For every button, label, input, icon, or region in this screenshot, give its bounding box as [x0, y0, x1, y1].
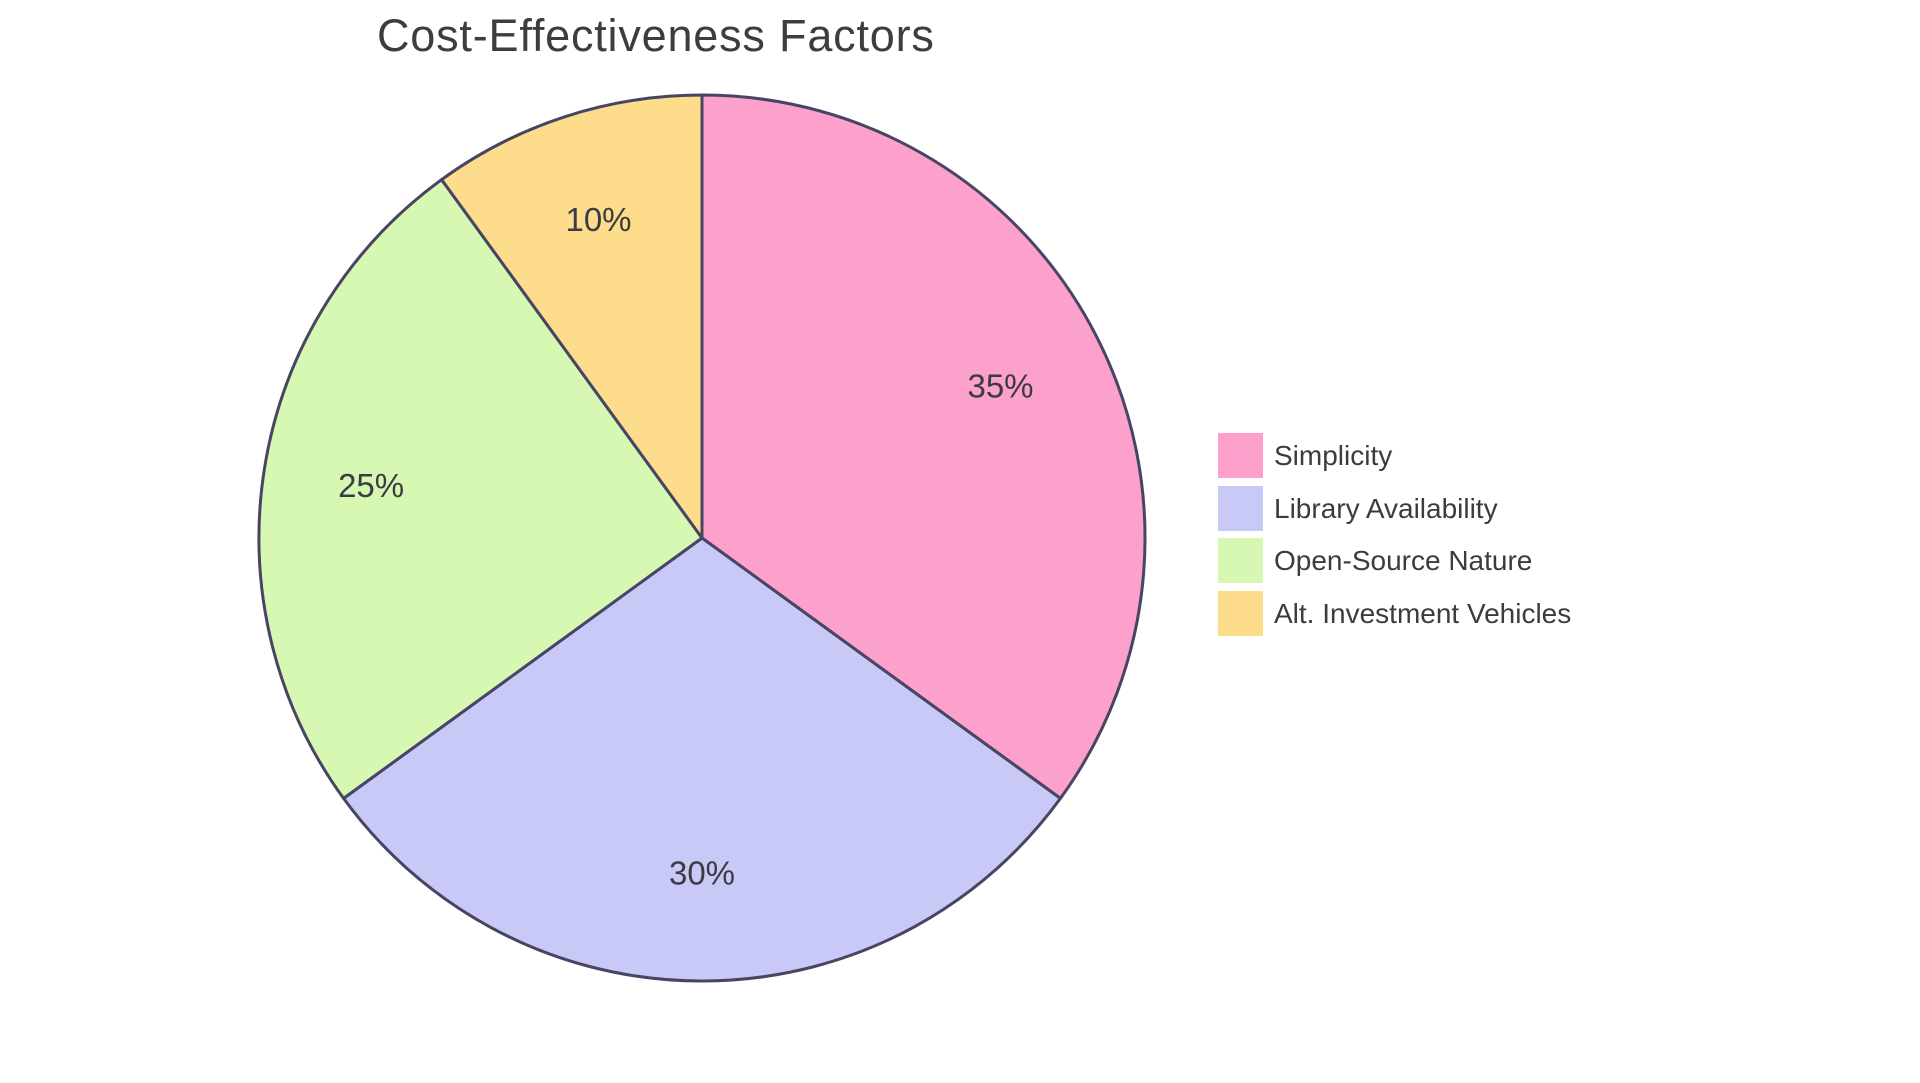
legend-swatch-open-source-nature — [1218, 538, 1263, 583]
pie-label-open-source-nature: 25% — [338, 467, 404, 504]
pie-slice-library-availability — [342, 536, 1062, 983]
legend-item-library-availability: Library Availability — [1218, 485, 1571, 531]
chart-title: Cost-Effectiveness Factors — [377, 10, 935, 61]
legend-swatch-library-availability — [1218, 485, 1263, 531]
pie-slice-open-source-nature — [257, 178, 704, 800]
legend: Simplicity Library Availability Open-Sourc… — [1218, 433, 1571, 636]
legend-item-simplicity: Simplicity — [1218, 433, 1571, 478]
pie-label-library-availability: 30% — [669, 855, 735, 892]
pie-slice-labels: 35% 30% 25% 10% — [338, 201, 1033, 892]
legend-item-alt-investment-vehicles: Alt. Investment Vehicles — [1218, 590, 1572, 636]
legend-label-open-source-nature: Open-Source Nature — [1274, 545, 1533, 576]
pie-label-alt-investment-vehicles: 10% — [565, 201, 631, 238]
legend-swatch-simplicity — [1218, 433, 1263, 478]
pie-slice-alt-investment-vehicles — [440, 93, 704, 540]
legend-label-alt-investment-vehicles: Alt. Investment Vehicles — [1274, 597, 1572, 629]
pie-label-simplicity: 35% — [967, 367, 1033, 404]
legend-item-open-source-nature: Open-Source Nature — [1218, 538, 1571, 583]
legend-swatch-alt-investment-vehicles — [1218, 590, 1263, 636]
pie-slices — [257, 93, 1147, 983]
pie-slice-simplicity — [700, 93, 1147, 800]
legend-label-simplicity: Simplicity — [1274, 440, 1393, 471]
legend-label-library-availability: Library Availability — [1274, 492, 1498, 524]
